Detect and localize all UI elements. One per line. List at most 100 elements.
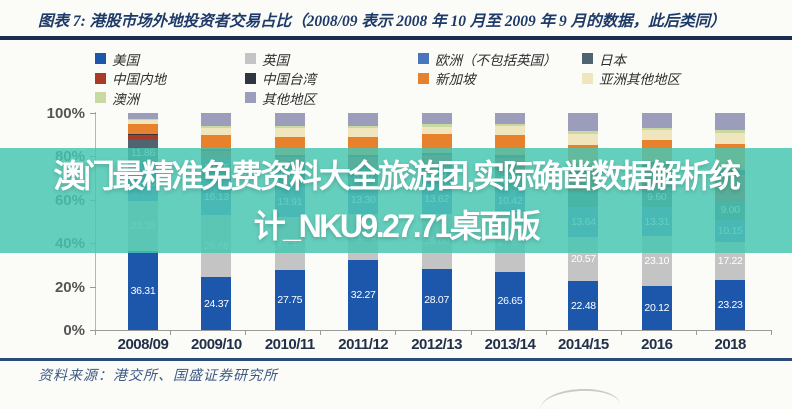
legend-swatch-icon — [418, 72, 429, 84]
bar-segment — [348, 128, 379, 137]
y-axis-tick-label: 0% — [63, 322, 85, 339]
y-axis-tick-label: 100% — [46, 105, 85, 122]
x-axis-line — [95, 330, 771, 331]
legend-item-5: 中国台湾 — [245, 71, 316, 87]
bar-segment: 22.48 — [568, 281, 599, 330]
bar-segment: 36.31 — [128, 251, 158, 330]
x-axis-tick-mark — [620, 330, 622, 335]
source-note: 资料来源：港交所、国盛证券研究所 — [38, 369, 278, 384]
x-axis-tick-label: 2018 — [714, 336, 747, 353]
figure-title: 图表 7: 港股市场外地投资者交易占比（2008/09 表示 2008 年 10… — [38, 13, 726, 30]
legend-label: 美国 — [112, 52, 139, 68]
legend-item-4: 中国内地 — [95, 71, 166, 87]
legend-label: 英国 — [262, 52, 289, 68]
bar-value-label: 17.22 — [717, 254, 743, 267]
title-divider-rule — [0, 36, 792, 40]
bar-value-label: 27.75 — [277, 293, 303, 306]
x-axis-tick-mark — [245, 330, 247, 335]
bar-segment: 32.27 — [348, 259, 379, 330]
bar-segment — [348, 113, 379, 126]
bar-segment: 20.12 — [641, 286, 672, 330]
bar-segment — [128, 113, 158, 120]
promo-overlay-text-line2: 计_NKU9.27.71桌面版 — [253, 207, 541, 244]
legend-swatch-icon — [418, 53, 429, 64]
bar-segment — [568, 134, 599, 146]
legend-item-6: 新加坡 — [418, 71, 476, 87]
y-axis-tick-label: 20% — [54, 278, 85, 296]
legend-swatch-icon — [95, 72, 106, 84]
bar-segment — [128, 133, 158, 136]
bar-segment — [201, 128, 232, 135]
x-axis-tick-label: 2012/13 — [411, 336, 462, 353]
legend-label: 中国内地 — [112, 72, 166, 87]
legend-item-0: 美国 — [95, 51, 139, 68]
bar-segment — [715, 133, 746, 145]
bar-segment — [421, 124, 452, 127]
x-axis-tick-mark — [695, 330, 697, 335]
x-axis-tick-label: 2013/14 — [484, 336, 536, 353]
bar-segment: 27.75 — [274, 269, 305, 330]
x-axis-tick-label: 2009/10 — [191, 336, 242, 353]
y-axis-tick-mark — [90, 330, 96, 331]
bar-segment: 28.07 — [421, 269, 452, 330]
legend-item-7: 亚洲其他地区 — [582, 71, 680, 87]
promo-overlay-banner[interactable]: 澳门最精准免费资料大全旅游团,实际确凿数据解析统 计_NKU9.27.71桌面版 — [0, 148, 792, 253]
bar-value-label: 20.12 — [644, 302, 670, 315]
bar-segment — [274, 113, 305, 127]
figure-canvas: 图表 7: 港股市场外地投资者交易占比（2008/09 表示 2008 年 10… — [0, 13, 792, 409]
legend-item-3: 日本 — [582, 51, 626, 68]
bar-segment: 24.37 — [201, 277, 232, 330]
bar-value-label: 32.27 — [350, 288, 376, 301]
legend-swatch-icon — [95, 92, 106, 103]
bar-segment — [348, 125, 379, 129]
bar-segment — [495, 123, 525, 127]
bar-segment — [641, 113, 672, 128]
bar-segment — [421, 113, 452, 125]
bar-segment — [421, 126, 452, 135]
bar-segment — [274, 128, 305, 138]
legend-swatch-icon — [245, 72, 256, 84]
footer-divider-rule — [0, 358, 792, 361]
bar-segment — [274, 126, 305, 129]
bar-segment — [201, 113, 232, 127]
bar-segment — [641, 127, 672, 131]
bar-value-label: 36.31 — [130, 284, 156, 297]
bar-segment — [568, 131, 599, 135]
legend-item-2: 欧洲（不包括英国） — [418, 51, 557, 68]
bar-segment — [715, 130, 746, 134]
legend-label: 亚洲其他地区 — [599, 72, 680, 87]
legend-item-1: 英国 — [245, 51, 289, 68]
legend-label: 日本 — [599, 52, 626, 68]
legend-swatch-icon — [245, 92, 256, 103]
bar-segment: 26.65 — [495, 272, 525, 330]
bar-value-label: 23.10 — [644, 255, 670, 268]
bar-segment: 23.23 — [715, 279, 746, 330]
x-axis-tick-mark — [170, 330, 172, 335]
bar-value-label: 26.65 — [497, 295, 523, 308]
x-axis-tick-label: 2008/09 — [117, 336, 169, 353]
x-axis-tick-mark — [545, 330, 547, 335]
x-axis-tick-mark — [320, 330, 322, 335]
bar-value-label: 28.07 — [424, 293, 449, 306]
bar-value-label: 23.23 — [717, 298, 743, 311]
bar-segment — [201, 126, 232, 129]
bar-value-label: 22.48 — [571, 299, 596, 312]
bar-segment — [495, 126, 525, 135]
legend-label: 中国台湾 — [262, 72, 316, 87]
legend-swatch-icon — [245, 53, 256, 64]
bar-segment — [568, 113, 599, 132]
x-axis-tick-label: 2016 — [641, 336, 673, 353]
legend-swatch-icon — [582, 72, 593, 84]
legend-label: 澳洲 — [112, 91, 139, 107]
legend-label: 其他地区 — [262, 91, 316, 107]
x-axis-tick-label: 2011/12 — [338, 336, 389, 353]
promo-overlay-text-line1: 澳门最精准免费资料大全旅游团,实际确凿数据解析统 — [53, 157, 741, 194]
x-axis-tick-label: 2010/11 — [264, 336, 315, 353]
bar-value-label: 24.37 — [204, 297, 229, 310]
x-axis-tick-mark — [395, 330, 397, 335]
x-axis-tick-label: 2014/15 — [558, 336, 609, 353]
bar-segment — [641, 130, 672, 140]
bar-segment — [201, 134, 232, 149]
bar-segment — [128, 119, 158, 121]
bar-segment — [715, 113, 746, 131]
